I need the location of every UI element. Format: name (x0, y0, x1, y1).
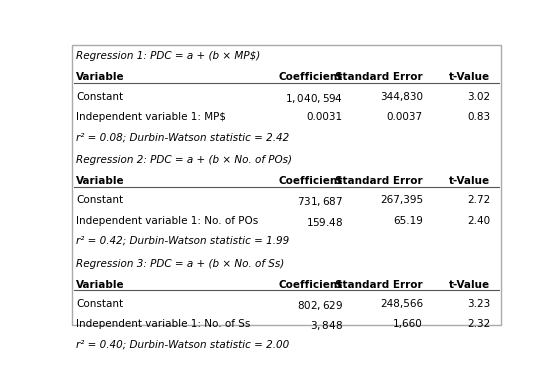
Text: 1,660: 1,660 (393, 319, 423, 329)
Text: 3.02: 3.02 (467, 91, 490, 102)
Text: Regression 3: PDC = a + (b × No. of Ss): Regression 3: PDC = a + (b × No. of Ss) (77, 258, 285, 269)
Text: Variable: Variable (77, 72, 125, 82)
Text: 2.32: 2.32 (467, 319, 490, 329)
Text: Coefficient: Coefficient (278, 72, 343, 82)
Text: Constant: Constant (77, 299, 124, 309)
Text: 344,830: 344,830 (380, 91, 423, 102)
Text: 2.72: 2.72 (467, 195, 490, 205)
Text: Regression 2: PDC = a + (b × No. of POs): Regression 2: PDC = a + (b × No. of POs) (77, 155, 292, 165)
Text: 267,395: 267,395 (380, 195, 423, 205)
Text: Regression 1: PDC = a + (b × MP$): Regression 1: PDC = a + (b × MP$) (77, 51, 260, 61)
Text: Standard Error: Standard Error (335, 176, 423, 186)
Text: $ 1,040,594 $: $ 1,040,594 $ (285, 91, 343, 105)
Text: Independent variable 1: No. of Ss: Independent variable 1: No. of Ss (77, 319, 251, 329)
Text: 0.83: 0.83 (467, 112, 490, 122)
Text: r² = 0.08; Durbin-Watson statistic = 2.42: r² = 0.08; Durbin-Watson statistic = 2.4… (77, 132, 290, 142)
Text: 0.0037: 0.0037 (387, 112, 423, 122)
Text: $ 802,629 $: $ 802,629 $ (297, 299, 343, 312)
Text: Independent variable 1: No. of POs: Independent variable 1: No. of POs (77, 215, 259, 226)
Text: Coefficient: Coefficient (278, 280, 343, 290)
Text: r² = 0.40; Durbin-Watson statistic = 2.00: r² = 0.40; Durbin-Watson statistic = 2.0… (77, 339, 290, 350)
Text: Standard Error: Standard Error (335, 280, 423, 290)
Text: $ 159.48 $: $ 159.48 $ (306, 215, 343, 228)
Text: Independent variable 1: MP$: Independent variable 1: MP$ (77, 112, 226, 122)
Text: 65.19: 65.19 (393, 215, 423, 226)
Text: Constant: Constant (77, 91, 124, 102)
Text: t-Value: t-Value (449, 72, 490, 82)
Text: Variable: Variable (77, 280, 125, 290)
Text: Standard Error: Standard Error (335, 72, 423, 82)
Text: Variable: Variable (77, 176, 125, 186)
Text: $ 731,687 $: $ 731,687 $ (297, 195, 343, 208)
Text: t-Value: t-Value (449, 280, 490, 290)
Text: $ 3,848 $: $ 3,848 $ (310, 319, 343, 332)
Text: 248,566: 248,566 (380, 299, 423, 309)
Text: 3.23: 3.23 (467, 299, 490, 309)
Text: Coefficient: Coefficient (278, 176, 343, 186)
Text: r² = 0.42; Durbin-Watson statistic = 1.99: r² = 0.42; Durbin-Watson statistic = 1.9… (77, 236, 290, 246)
Text: 2.40: 2.40 (467, 215, 490, 226)
Text: 0.0031: 0.0031 (307, 112, 343, 122)
Text: t-Value: t-Value (449, 176, 490, 186)
Text: Constant: Constant (77, 195, 124, 205)
